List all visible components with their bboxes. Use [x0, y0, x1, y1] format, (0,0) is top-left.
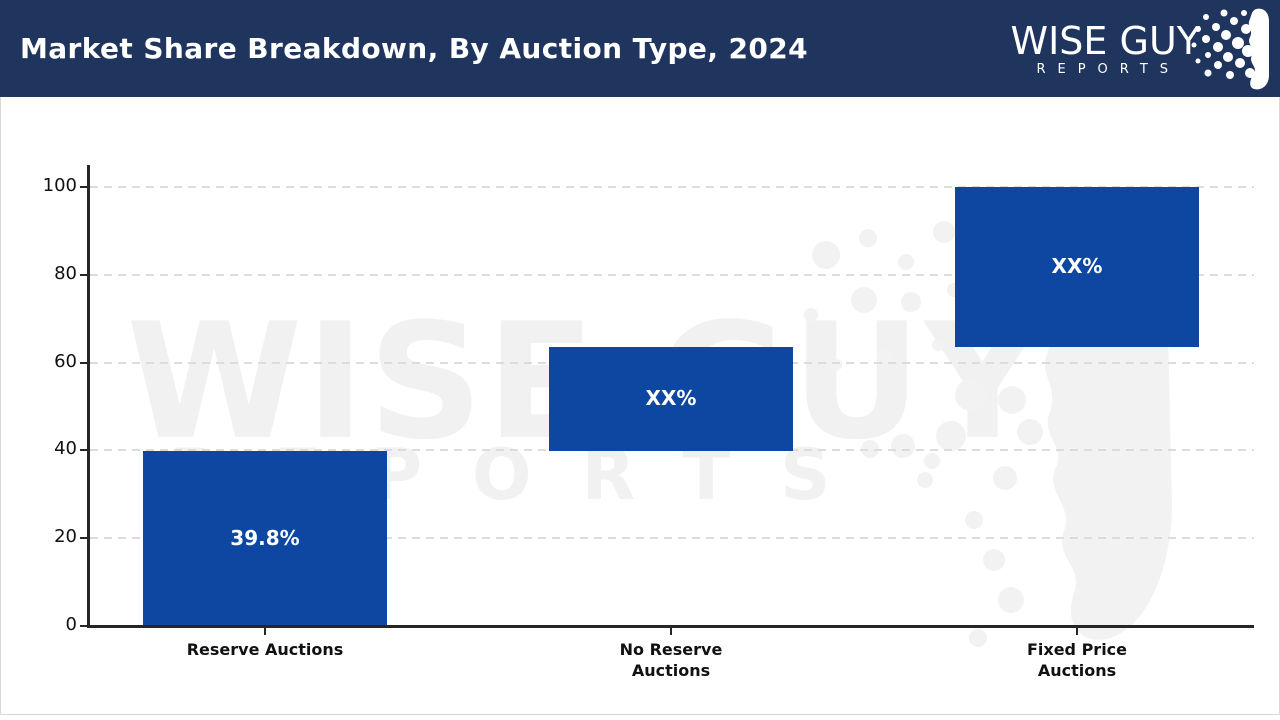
y-axis-tick-label: 80: [54, 263, 77, 284]
brand-wordmark: WISE GUY: [1010, 19, 1200, 63]
y-axis-tick-label: 60: [54, 351, 77, 372]
bar-no-reserve-auctions: [549, 347, 793, 451]
x-axis-tick: [1076, 628, 1078, 635]
brand-logo: WISE GUY REPORTS: [1011, 4, 1270, 94]
x-axis-category-label: Fixed Price Auctions: [1026, 640, 1128, 680]
bar-value-label: XX%: [645, 386, 697, 410]
brand-subtext: REPORTS: [1036, 62, 1181, 77]
y-axis-tick: [80, 274, 87, 276]
brand-logo-text: WISE GUY REPORTS: [1011, 22, 1200, 76]
chart-card: WISE GUY REPORTS 0: [0, 97, 1280, 715]
gridline-y-100: [90, 186, 1254, 188]
y-axis-tick: [80, 537, 87, 539]
y-axis-tick-label: 100: [42, 175, 77, 196]
y-axis-tick-label: 40: [54, 438, 77, 459]
y-axis-tick: [80, 625, 87, 627]
bar-value-label: XX%: [1051, 254, 1103, 278]
y-axis-spine: [87, 165, 90, 628]
brand-face-dots-icon: [1191, 8, 1269, 90]
page-title: Market Share Breakdown, By Auction Type,…: [20, 32, 809, 65]
bar-reserve-auctions: [143, 451, 387, 626]
x-axis-category-label: Reserve Auctions: [186, 640, 344, 659]
x-axis-category-label: No Reserve Auctions: [619, 640, 723, 680]
x-axis-spine: [87, 625, 1254, 628]
y-axis-tick: [80, 449, 87, 451]
y-axis-tick: [80, 362, 87, 364]
y-axis-tick-label: 0: [65, 614, 77, 635]
gridline-y-20: [90, 537, 1254, 539]
y-axis-tick: [80, 186, 87, 188]
bar-value-label: 39.8%: [230, 525, 300, 550]
gridline-y-80: [90, 274, 1254, 276]
x-axis-tick: [670, 628, 672, 635]
header-bar: Market Share Breakdown, By Auction Type,…: [0, 0, 1280, 97]
y-axis-tick-label: 20: [54, 526, 77, 547]
x-axis-tick: [264, 628, 266, 635]
